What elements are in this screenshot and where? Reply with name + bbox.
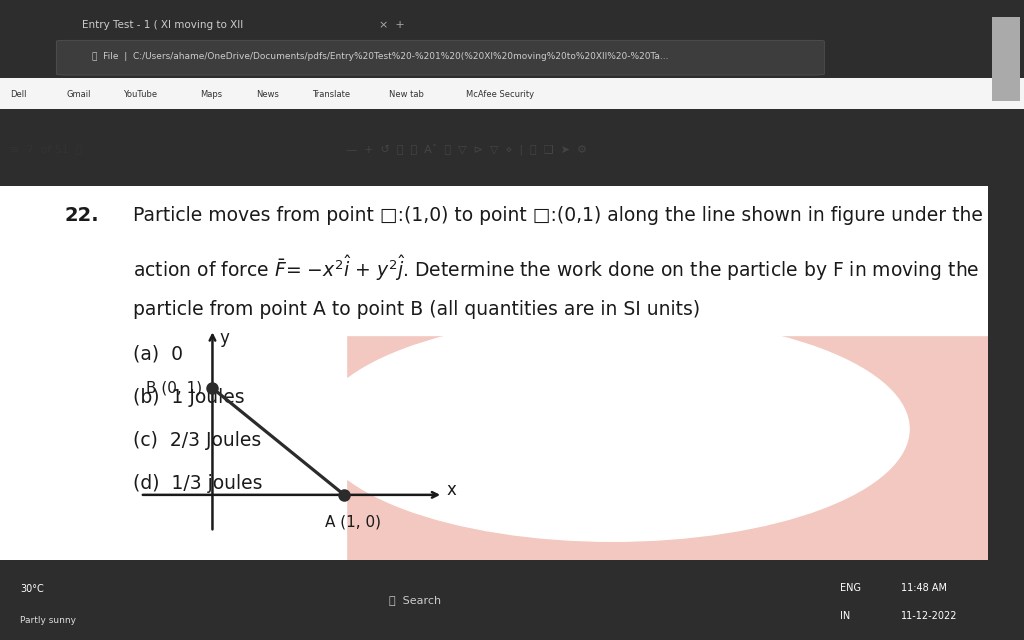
- Text: Gmail: Gmail: [67, 90, 91, 99]
- Text: A (1, 0): A (1, 0): [326, 514, 381, 529]
- Bar: [0, 186, 346, 560]
- Bar: [0, 186, 988, 335]
- Text: (a)  0: (a) 0: [133, 345, 183, 364]
- Text: ×  +: × +: [379, 20, 404, 29]
- Text: 11:48 AM: 11:48 AM: [901, 583, 947, 593]
- Text: 22.: 22.: [65, 206, 99, 225]
- FancyBboxPatch shape: [56, 40, 824, 75]
- Text: 🔍  Search: 🔍 Search: [389, 595, 441, 605]
- Text: New tab: New tab: [389, 90, 424, 99]
- Text: News: News: [256, 90, 279, 99]
- Text: ENG: ENG: [840, 583, 861, 593]
- Text: ⓘ  File  |  C:/Users/ahame/OneDrive/Documents/pdfs/Entry%20Test%20-%201%20(%20XI: ⓘ File | C:/Users/ahame/OneDrive/Documen…: [92, 52, 669, 61]
- Text: McAfee Security: McAfee Security: [466, 90, 535, 99]
- Text: Entry Test - 1 ( XI moving to XII: Entry Test - 1 ( XI moving to XII: [82, 20, 243, 29]
- Text: 30°C: 30°C: [20, 584, 44, 594]
- Text: YouTube: YouTube: [123, 90, 157, 99]
- Text: (c)  2/3 Joules: (c) 2/3 Joules: [133, 431, 262, 450]
- Bar: [991, 17, 1020, 100]
- Text: (b)  1 Joules: (b) 1 Joules: [133, 388, 245, 407]
- Text: —  +  ↺  ⬜  ⎕  Aˆ  ⎕  ▽  ⊳  ▽  ⋄  |  ⛭  ❑  ➤  ⚙: — + ↺ ⬜ ⎕ Aˆ ⎕ ▽ ⊳ ▽ ⋄ | ⛭ ❑ ➤ ⚙: [346, 143, 587, 154]
- Text: IN: IN: [840, 611, 850, 621]
- Text: Partly sunny: Partly sunny: [20, 616, 77, 625]
- Text: (d)  1/3 joules: (d) 1/3 joules: [133, 474, 263, 493]
- Text: x: x: [447, 481, 457, 499]
- Text: B (0, 1): B (0, 1): [145, 381, 202, 396]
- Text: 11-12-2022: 11-12-2022: [901, 611, 957, 621]
- Text: Translate: Translate: [312, 90, 350, 99]
- Circle shape: [316, 317, 909, 541]
- Text: Dell: Dell: [10, 90, 27, 99]
- Text: Particle moves from point □:(1,0) to point □:(0,1) along the line shown in figur: Particle moves from point □:(1,0) to poi…: [133, 206, 983, 225]
- Circle shape: [98, 234, 1024, 623]
- Text: Maps: Maps: [200, 90, 222, 99]
- Text: y: y: [219, 330, 229, 348]
- Text: particle from point A to point B (all quantities are in SI units): particle from point A to point B (all qu…: [133, 300, 700, 319]
- Bar: [0, 78, 1024, 109]
- Text: action of force $\bar{F}$= $-x^2\hat{i}$ + $y^2\hat{j}$. Determine the work done: action of force $\bar{F}$= $-x^2\hat{i}$…: [133, 253, 980, 283]
- Text: ≡  7  of 51  🔍: ≡ 7 of 51 🔍: [10, 144, 82, 154]
